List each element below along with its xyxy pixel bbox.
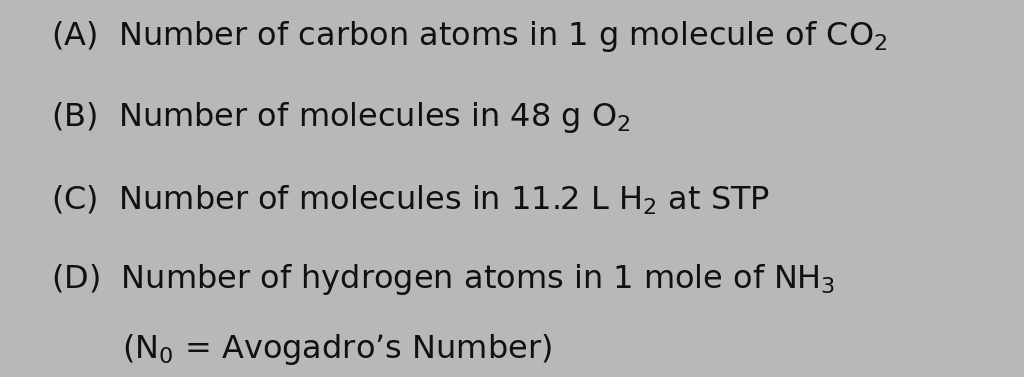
Text: (C)  Number of molecules in 11.2 L H$_2$ at STP: (C) Number of molecules in 11.2 L H$_2$ …	[51, 183, 770, 217]
Text: (N$_0$ = Avogadro’s Number): (N$_0$ = Avogadro’s Number)	[51, 332, 552, 367]
Text: (A)  Number of carbon atoms in 1 g molecule of CO$_2$: (A) Number of carbon atoms in 1 g molecu…	[51, 19, 888, 54]
Text: (D)  Number of hydrogen atoms in 1 mole of NH$_3$: (D) Number of hydrogen atoms in 1 mole o…	[51, 262, 836, 297]
Text: (B)  Number of molecules in 48 g O$_2$: (B) Number of molecules in 48 g O$_2$	[51, 100, 631, 135]
